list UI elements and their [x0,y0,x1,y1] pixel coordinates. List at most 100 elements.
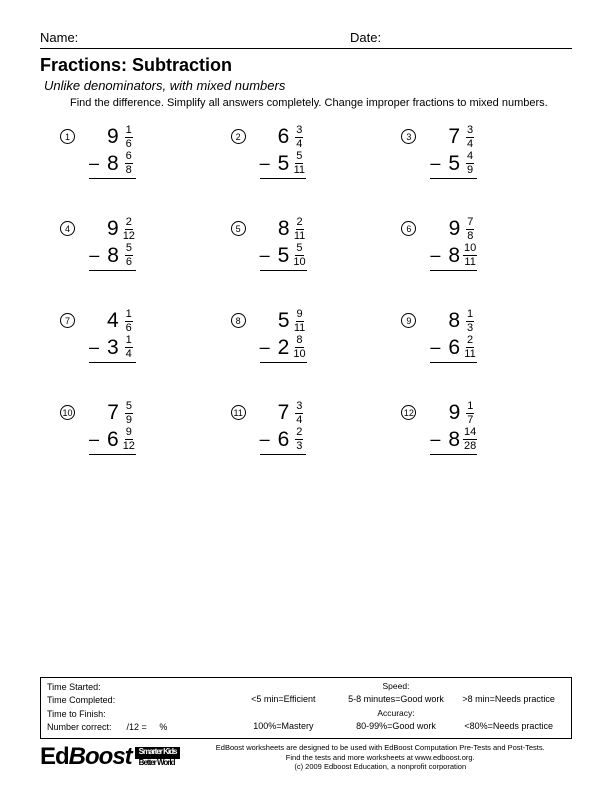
acc-2: 80-99%=Good work [340,720,453,733]
minus-operator: – [89,153,107,174]
problem-stack: 734–623 [260,399,307,455]
problem-number: 9 [401,313,416,328]
minuend-fraction: 16 [122,309,136,334]
minuend-row: 978 [430,215,477,243]
minuend-row: 5911 [260,307,307,335]
problem-stack: 734–549 [430,123,477,179]
score-box: Time Started: Time Completed: Time to Fi… [40,677,572,739]
minus-operator: – [430,153,448,174]
minus-operator: – [430,429,448,450]
subtrahend-fraction: 56 [122,243,136,268]
page-title: Fractions: Subtraction [40,55,572,76]
minus-operator: – [260,153,278,174]
problem-stack: 634–5511 [260,123,307,179]
problem: 1 916–868 [60,123,231,179]
minuend-row: 917 [430,399,477,427]
subtrahend-fraction: 912 [122,427,136,452]
minuend-whole: 8 [448,309,460,333]
brand-ed: Ed [40,743,69,771]
problem: 7 416–314 [60,307,231,363]
minuend-whole: 6 [278,125,290,149]
problem: 4 9212–856 [60,215,231,271]
subtrahend-row: –5510 [260,243,307,271]
subtrahend-whole: 6 [448,336,460,360]
acc-3: <80%=Needs practice [452,720,565,733]
accuracy-label: Accuracy: [227,708,565,720]
problem-stack: 5911–2810 [260,307,307,363]
minuend-whole: 9 [449,217,461,241]
minuend-fraction: 911 [293,309,307,334]
problem: 10759–6912 [60,399,231,455]
speed-2: 5-8 minutes=Good work [340,693,453,706]
subtrahend-row: –6211 [430,335,477,363]
speed-3: >8 min=Needs practice [452,693,565,706]
problem-stack: 917–81428 [430,399,477,455]
problem-number: 7 [60,313,75,328]
problem: 12917–81428 [401,399,572,455]
minuend-whole: 4 [107,309,119,333]
fineprint: EdBoost worksheets are designed to be us… [180,743,572,772]
problem-stack: 8211–5510 [260,215,307,271]
problem-number: 4 [60,221,75,236]
problem-number: 8 [231,313,246,328]
problem-stack: 916–868 [89,123,136,179]
subtrahend-whole: 6 [278,428,290,452]
minus-operator: – [260,337,278,358]
minuend-whole: 8 [278,217,290,241]
time-completed: Time Completed: [47,694,227,708]
minuend-row: 734 [260,399,307,427]
subtrahend-row: –81428 [430,427,477,455]
minuend-row: 734 [430,123,477,151]
subtrahend-row: –856 [89,243,136,271]
minuend-fraction: 17 [463,401,477,426]
minuend-whole: 9 [107,125,119,149]
minuend-whole: 7 [107,401,119,425]
minuend-whole: 7 [278,401,290,425]
minuend-row: 759 [89,399,136,427]
subtrahend-whole: 5 [278,152,290,176]
acc-1: 100%=Mastery [227,720,340,733]
minuend-fraction: 211 [293,217,307,242]
minuend-whole: 9 [107,217,119,241]
problem-number: 6 [401,221,416,236]
minuend-fraction: 34 [292,401,306,426]
date-label: Date: [350,30,381,45]
subtrahend-fraction: 511 [292,151,306,176]
subtrahend-row: –314 [89,335,136,363]
subtrahend-fraction: 1011 [463,243,477,268]
minuend-row: 813 [430,307,477,335]
minus-operator: – [89,245,107,266]
problem-number: 1 [60,129,75,144]
brand-boost: Boost [69,743,132,771]
minuend-fraction: 34 [292,125,306,150]
name-label: Name: [40,30,350,45]
subtrahend-whole: 8 [107,244,119,268]
problem: 9 813–6211 [401,307,572,363]
problem: 2634–5511 [231,123,402,179]
subtrahend-fraction: 68 [122,151,136,176]
subtrahend-whole: 5 [448,152,460,176]
brand-logo: EdBoost Smarter Kids Better World [40,743,180,771]
subtrahend-row: –6912 [89,427,136,455]
instructions: Find the difference. Simplify all answer… [70,97,572,109]
minuend-row: 416 [89,307,136,335]
problem-stack: 813–6211 [430,307,477,363]
subtrahend-whole: 8 [448,428,460,452]
brand-tagline: Smarter Kids Better World [135,747,181,768]
speed-label: Speed: [227,681,565,693]
problem-number: 3 [401,129,416,144]
subtrahend-row: –81011 [430,243,477,271]
problem-stack: 9212–856 [89,215,136,271]
problems-grid: 1916–8682634–55113734–54949212–85658211–… [40,123,572,455]
subtrahend-row: –868 [89,151,136,179]
subtrahend-whole: 3 [107,336,119,360]
speed-1: <5 min=Efficient [227,693,340,706]
minuend-fraction: 59 [122,401,136,426]
header-line: Name: Date: [40,30,572,45]
minuend-whole: 7 [448,125,460,149]
minus-operator: – [430,245,448,266]
minuend-row: 8211 [260,215,307,243]
minuend-fraction: 34 [463,125,477,150]
subtrahend-whole: 2 [278,336,290,360]
minus-operator: – [430,337,448,358]
